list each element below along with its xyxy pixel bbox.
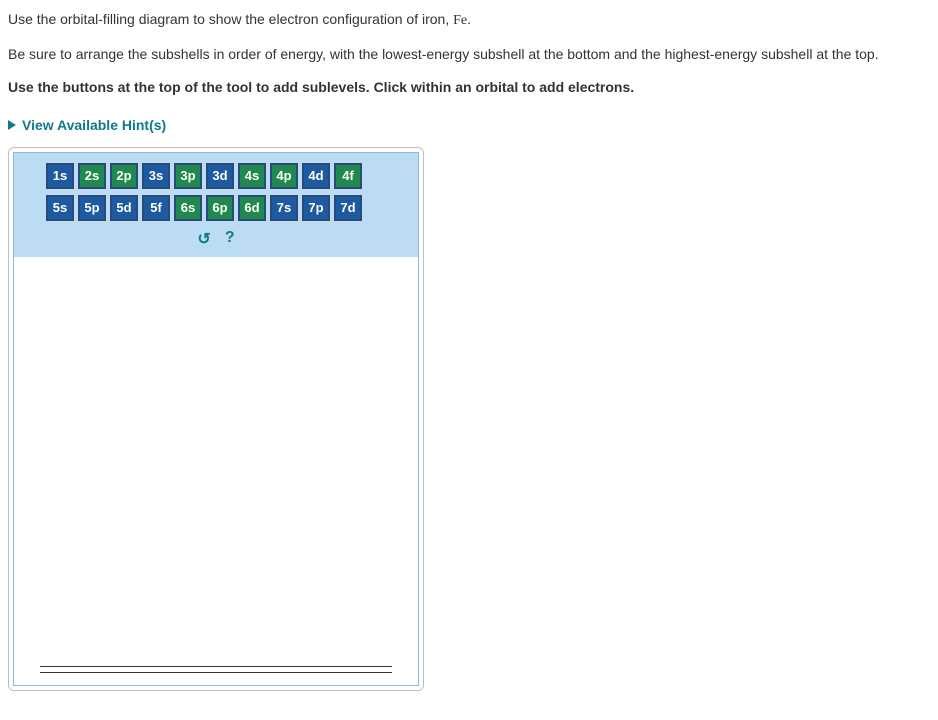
sublevel-button-3p[interactable]: 3p	[174, 163, 202, 189]
sublevel-button-4p[interactable]: 4p	[270, 163, 298, 189]
instr1-post: .	[467, 11, 471, 27]
sublevel-button-3s[interactable]: 3s	[142, 163, 170, 189]
sublevel-button-5p[interactable]: 5p	[78, 195, 106, 221]
sublevel-button-5s[interactable]: 5s	[46, 195, 74, 221]
baseline-lower	[40, 672, 392, 673]
sublevel-button-3d[interactable]: 3d	[206, 163, 234, 189]
instr1-pre: Use the orbital-filling diagram to show …	[8, 11, 453, 27]
sublevel-button-2p[interactable]: 2p	[110, 163, 138, 189]
hints-label: View Available Hint(s)	[22, 117, 166, 133]
sublevel-button-4s[interactable]: 4s	[238, 163, 266, 189]
sublevel-button-7d[interactable]: 7d	[334, 195, 362, 221]
reset-icon[interactable]: ↺	[197, 229, 210, 249]
element-symbol: Fe	[453, 13, 467, 28]
sublevel-button-6d[interactable]: 6d	[238, 195, 266, 221]
instruction-line-2: Be sure to arrange the subshells in orde…	[8, 45, 930, 64]
orbital-tool-inner: 1s2s2p3s3p3d4s4p4d4f 5s5p5d5f6s6p6d7s7p7…	[13, 152, 419, 686]
utility-row: ↺ ?	[24, 227, 408, 251]
sublevel-toolbar: 1s2s2p3s3p3d4s4p4d4f 5s5p5d5f6s6p6d7s7p7…	[14, 153, 418, 257]
instructions-block: Use the orbital-filling diagram to show …	[8, 10, 930, 97]
orbital-tool-frame: 1s2s2p3s3p3d4s4p4d4f 5s5p5d5f6s6p6d7s7p7…	[8, 147, 424, 691]
orbital-canvas[interactable]	[14, 257, 418, 685]
sublevel-row-1: 1s2s2p3s3p3d4s4p4d4f	[24, 163, 408, 189]
sublevel-row-2: 5s5p5d5f6s6p6d7s7p7d	[24, 195, 408, 221]
sublevel-button-6p[interactable]: 6p	[206, 195, 234, 221]
sublevel-button-5f[interactable]: 5f	[142, 195, 170, 221]
sublevel-button-7s[interactable]: 7s	[270, 195, 298, 221]
sublevel-button-6s[interactable]: 6s	[174, 195, 202, 221]
help-icon[interactable]: ?	[225, 229, 235, 249]
sublevel-button-1s[interactable]: 1s	[46, 163, 74, 189]
instruction-line-1: Use the orbital-filling diagram to show …	[8, 10, 930, 31]
instruction-line-3: Use the buttons at the top of the tool t…	[8, 78, 930, 97]
view-hints-link[interactable]: View Available Hint(s)	[8, 117, 166, 133]
sublevel-button-4d[interactable]: 4d	[302, 163, 330, 189]
sublevel-button-5d[interactable]: 5d	[110, 195, 138, 221]
chevron-right-icon	[8, 120, 16, 130]
sublevel-button-2s[interactable]: 2s	[78, 163, 106, 189]
sublevel-button-7p[interactable]: 7p	[302, 195, 330, 221]
sublevel-button-4f[interactable]: 4f	[334, 163, 362, 189]
baseline-upper	[40, 666, 392, 667]
